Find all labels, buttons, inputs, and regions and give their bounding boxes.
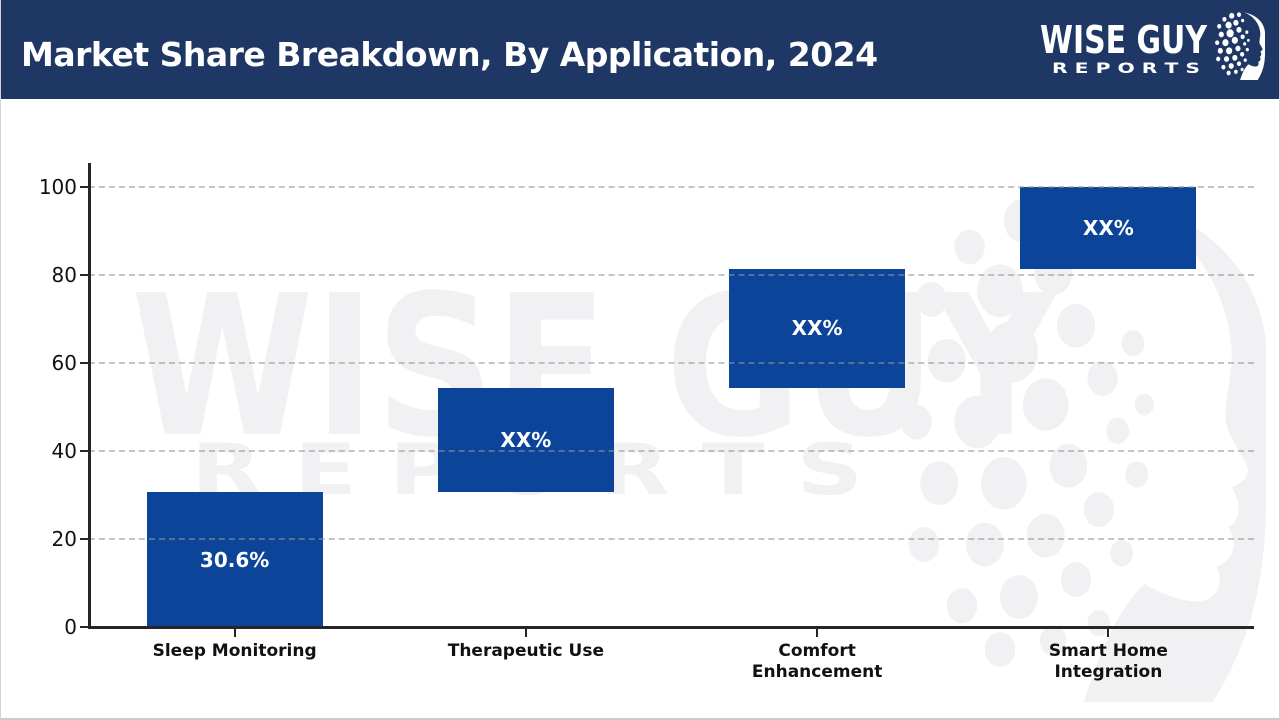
x-axis-label-therapeutic-use: Therapeutic Use	[406, 641, 646, 662]
x-tick-mark-smart-home-integration	[1107, 628, 1110, 637]
x-axis-label-smart-home-integration: Smart Home Integration	[988, 641, 1228, 683]
brand-logo-text: WISE GUY R E P O R T S	[1040, 18, 1207, 77]
x-axis-label-sleep-monitoring: Sleep Monitoring	[115, 641, 355, 662]
y-tick-mark-20	[80, 538, 89, 540]
x-axis-label-line: Integration	[1054, 662, 1163, 682]
x-axis	[88, 626, 1254, 629]
y-tick-mark-40	[80, 450, 89, 452]
page-title: Market Share Breakdown, By Application, …	[21, 35, 878, 74]
gridline-100	[89, 186, 1254, 188]
x-axis-label-line: Sleep Monitoring	[152, 641, 317, 661]
brand-logo: WISE GUY R E P O R T S	[1038, 10, 1265, 80]
y-tick-label-100: 100	[38, 175, 77, 199]
y-tick-mark-0	[80, 626, 89, 628]
y-tick-mark-60	[80, 362, 89, 364]
y-tick-label-60: 60	[51, 351, 77, 375]
x-axis-label-line: Enhancement	[751, 662, 883, 682]
y-tick-mark-100	[80, 186, 89, 188]
gridline-80	[89, 274, 1254, 276]
x-axis-label-line: Comfort	[778, 641, 856, 661]
y-axis	[88, 163, 91, 628]
y-tick-label-0: 0	[64, 615, 77, 639]
gridline-20	[89, 538, 1254, 540]
header-bar: Market Share Breakdown, By Application, …	[1, 0, 1279, 99]
bar-value-label-comfort-enhancement: XX%	[791, 316, 843, 341]
x-axis-label-line: Smart Home	[1048, 641, 1168, 661]
x-axis-label-line: Therapeutic Use	[447, 641, 605, 661]
gridline-40	[89, 450, 1254, 452]
x-axis-label-comfort-enhancement: Comfort Enhancement	[697, 641, 937, 683]
y-tick-label-80: 80	[51, 263, 77, 287]
bar-therapeutic-use: XX%	[437, 388, 614, 493]
y-tick-label-20: 20	[51, 527, 77, 551]
bar-value-label-therapeutic-use: XX%	[500, 428, 552, 453]
x-tick-mark-therapeutic-use	[524, 628, 527, 637]
brand-head-icon	[1215, 12, 1265, 80]
bar-comfort-enhancement: XX%	[729, 268, 906, 389]
logo-reports-text: R E P O R T S	[1052, 61, 1200, 77]
y-tick-mark-80	[80, 274, 89, 276]
bar-value-label-smart-home-integration: XX%	[1082, 215, 1134, 240]
bar-smart-home-integration: XX%	[1020, 187, 1197, 269]
gridline-60	[89, 362, 1254, 364]
y-tick-label-40: 40	[51, 439, 77, 463]
x-tick-mark-sleep-monitoring	[233, 628, 236, 637]
logo-brand-text: WISE GUY	[1040, 18, 1207, 62]
x-tick-mark-comfort-enhancement	[816, 628, 819, 637]
bar-value-label-sleep-monitoring: 30.6%	[199, 547, 270, 572]
bar-sleep-monitoring: 30.6%	[146, 492, 323, 627]
